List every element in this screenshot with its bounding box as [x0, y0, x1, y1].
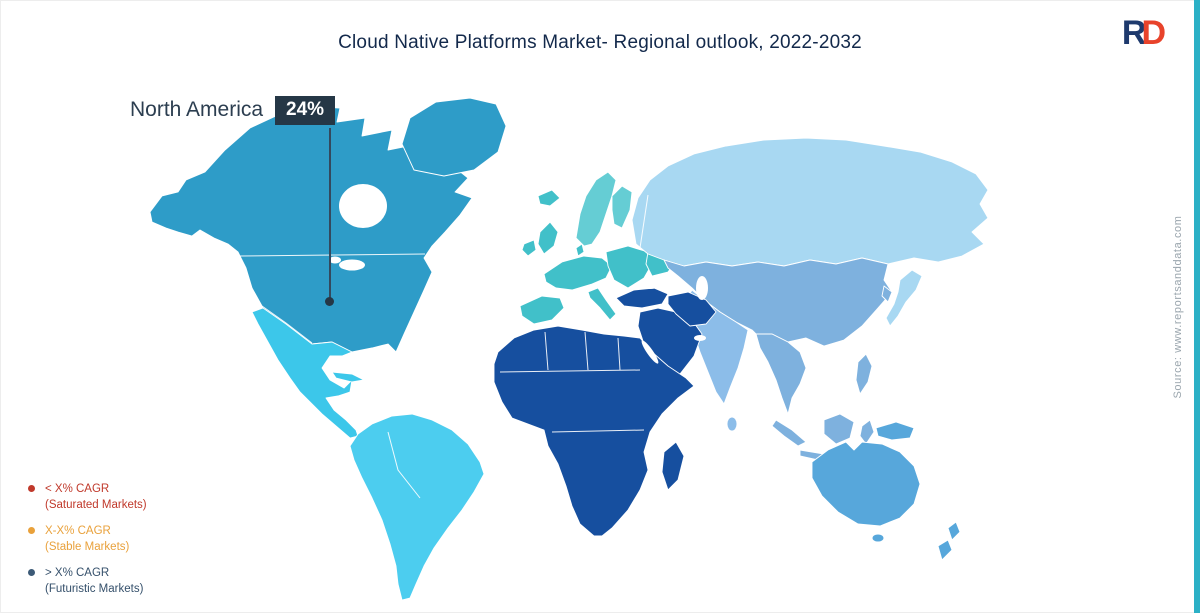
legend-line1: X-X% CAGR: [45, 525, 111, 538]
region-greenland: [401, 97, 507, 177]
legend-dot-futuristic: [28, 569, 35, 577]
region-italy: [587, 287, 617, 321]
region-australia: [811, 441, 921, 527]
legend-dot-stable: [28, 527, 35, 535]
legend-line2: (Stable Markets): [45, 540, 130, 553]
region-russia: [631, 137, 989, 267]
region-new-zealand-south: [937, 539, 953, 561]
callout-anchor-dot: [325, 297, 334, 306]
region-philippines: [855, 353, 873, 395]
brand-logo: R D: [1122, 16, 1166, 50]
black-sea: [639, 279, 661, 289]
hudson-bay: [339, 184, 387, 228]
red-sea: [641, 340, 659, 364]
region-sri-lanka: [726, 416, 738, 432]
region-western-europe: [543, 255, 613, 291]
source-note: Source: www.reportsanddata.com: [1172, 214, 1184, 399]
region-tasmania: [871, 533, 885, 543]
region-denmark: [575, 243, 585, 257]
legend-text-stable: X-X% CAGR (Stable Markets): [45, 524, 147, 555]
region-madagascar: [661, 441, 685, 491]
region-iberia: [519, 295, 565, 325]
legend-item-stable: X-X% CAGR (Stable Markets): [28, 524, 147, 555]
callout-north-america: North America 24%: [130, 96, 336, 125]
region-eastern-europe: [605, 245, 653, 289]
region-sumatra: [771, 419, 807, 447]
region-scandinavia: [575, 171, 617, 247]
region-new-guinea: [875, 421, 915, 441]
region-cuba: [331, 371, 365, 383]
legend-line2: (Futuristic Markets): [45, 582, 144, 595]
legend-item-saturated: < X% CAGR (Saturated Markets): [28, 482, 147, 513]
legend-line1: > X% CAGR: [45, 567, 110, 580]
region-finland: [611, 185, 633, 229]
callout-region-label: North America: [130, 98, 264, 122]
region-iran: [667, 291, 717, 327]
region-turkey: [615, 287, 669, 309]
legend-text-futuristic: > X% CAGR (Futuristic Markets): [45, 566, 147, 597]
region-borneo: [823, 413, 855, 445]
region-indochina: [755, 333, 807, 415]
region-new-zealand-north: [947, 521, 961, 541]
great-lakes-west: [329, 256, 341, 264]
region-uk: [537, 221, 559, 255]
region-south-america: [349, 413, 485, 601]
region-mexico-central-america: [251, 307, 359, 439]
country-borders: [239, 194, 649, 499]
region-japan: [885, 269, 923, 327]
legend-text-saturated: < X% CAGR (Saturated Markets): [45, 482, 147, 513]
legend-line1: < X% CAGR: [45, 483, 110, 495]
legend-item-futuristic: > X% CAGR (Futuristic Markets): [28, 566, 147, 597]
region-iceland: [537, 189, 561, 207]
logo-letter-r: R: [1121, 14, 1147, 52]
callout-value-badge: 24%: [275, 96, 336, 125]
legend-line2: (Saturated Markets): [45, 498, 147, 511]
logo-letter-d: D: [1141, 14, 1166, 52]
caspian-sea: [696, 276, 708, 300]
legend-dot-saturated: [28, 485, 35, 492]
region-sulawesi: [859, 419, 875, 445]
region-korea: [881, 285, 893, 303]
page-title: Cloud Native Platforms Market- Regional …: [338, 32, 862, 53]
great-lakes: [339, 259, 365, 271]
legend: < X% CAGR (Saturated Markets) X-X% CAGR …: [28, 482, 147, 597]
right-accent-bar: [1194, 0, 1200, 613]
persian-gulf: [694, 335, 706, 341]
callout-leader-line: [329, 128, 331, 300]
region-ireland: [521, 239, 537, 257]
